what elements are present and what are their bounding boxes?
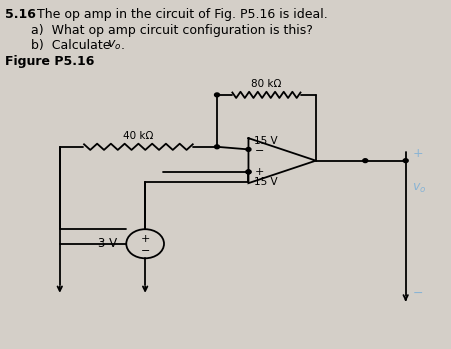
Circle shape — [402, 159, 407, 163]
Text: $v_o$: $v_o$ — [107, 39, 121, 52]
Text: $+$: $+$ — [253, 166, 263, 177]
Text: $+$: $+$ — [140, 233, 150, 244]
Text: 5.16: 5.16 — [5, 8, 36, 21]
Text: 15 V: 15 V — [253, 177, 277, 187]
Text: 40 kΩ: 40 kΩ — [123, 131, 153, 141]
Text: a)  What op amp circuit configuration is this?: a) What op amp circuit configuration is … — [19, 24, 313, 37]
Text: $v_o$: $v_o$ — [411, 182, 426, 195]
Text: b)  Calculate: b) Calculate — [19, 39, 115, 52]
Text: .: . — [120, 39, 124, 52]
Text: 3 V: 3 V — [98, 237, 117, 250]
Circle shape — [214, 93, 219, 97]
Text: 80 kΩ: 80 kΩ — [251, 79, 281, 89]
Circle shape — [362, 159, 367, 163]
Text: $-$: $-$ — [140, 244, 150, 254]
Text: Figure P5.16: Figure P5.16 — [5, 55, 94, 68]
Text: $-$: $-$ — [253, 144, 263, 154]
Circle shape — [245, 170, 250, 174]
Circle shape — [245, 170, 250, 174]
Text: $-$: $-$ — [411, 286, 423, 299]
Circle shape — [245, 148, 250, 151]
Text: $+$: $+$ — [411, 147, 423, 160]
Circle shape — [214, 145, 219, 149]
Text: The op amp in the circuit of Fig. P5.16 is ideal.: The op amp in the circuit of Fig. P5.16 … — [29, 8, 327, 21]
Text: 15 V: 15 V — [253, 136, 277, 146]
